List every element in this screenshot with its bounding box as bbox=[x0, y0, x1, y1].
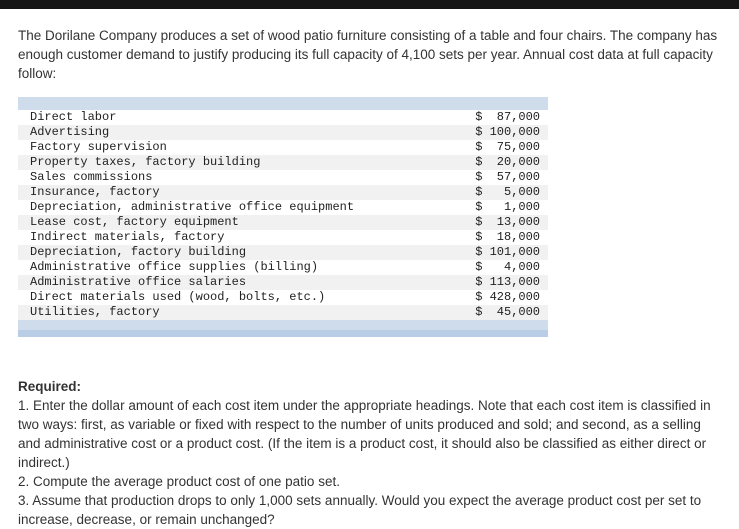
cost-item-amount: $ 113,000 bbox=[475, 275, 540, 289]
cost-item-amount: $ 100,000 bbox=[475, 125, 540, 139]
cost-table: Direct labor $ 87,000 Advertising $ 100,… bbox=[18, 97, 548, 337]
table-row: Lease cost, factory equipment $ 13,000 bbox=[18, 215, 548, 230]
top-bar bbox=[0, 0, 739, 9]
cost-item-label: Property taxes, factory building bbox=[30, 155, 261, 169]
table-row: Utilities, factory $ 45,000 bbox=[18, 305, 548, 320]
table-row: Direct labor $ 87,000 bbox=[18, 110, 548, 125]
cost-item-label: Depreciation, administrative office equi… bbox=[30, 200, 355, 214]
table-row: Depreciation, administrative office equi… bbox=[18, 200, 548, 215]
table-row: Administrative office supplies (billing)… bbox=[18, 260, 548, 275]
table-header-band bbox=[18, 97, 548, 110]
table-row: Administrative office salaries $ 113,000 bbox=[18, 275, 548, 290]
cost-item-amount: $ 18,000 bbox=[475, 230, 540, 244]
content: The Dorilane Company produces a set of w… bbox=[0, 9, 739, 529]
problem-intro: The Dorilane Company produces a set of w… bbox=[18, 28, 718, 81]
cost-item-label: Administrative office salaries bbox=[30, 275, 247, 289]
cost-item-label: Utilities, factory bbox=[30, 305, 160, 319]
cost-item-label: Direct materials used (wood, bolts, etc.… bbox=[30, 290, 326, 304]
cost-item-label: Depreciation, factory building bbox=[30, 245, 247, 259]
cost-item-amount: $ 4,000 bbox=[475, 260, 540, 274]
cost-item-amount: $ 5,000 bbox=[475, 185, 540, 199]
cost-item-amount: $ 20,000 bbox=[475, 155, 540, 169]
table-row: Direct materials used (wood, bolts, etc.… bbox=[18, 290, 548, 305]
cost-item-amount: $ 45,000 bbox=[475, 305, 540, 319]
cost-item-label: Administrative office supplies (billing) bbox=[30, 260, 319, 274]
cost-item-amount: $ 75,000 bbox=[475, 140, 540, 154]
table-footer-band bbox=[18, 320, 548, 330]
required-item-3: 3. Assume that production drops to only … bbox=[18, 493, 702, 527]
table-row: Sales commissions $ 57,000 bbox=[18, 170, 548, 185]
cost-item-label: Sales commissions bbox=[30, 170, 153, 184]
table-scrollbar[interactable] bbox=[18, 330, 548, 337]
cost-item-amount: $ 1,000 bbox=[475, 200, 540, 214]
cost-item-label: Lease cost, factory equipment bbox=[30, 215, 239, 229]
cost-item-amount: $ 13,000 bbox=[475, 215, 540, 229]
table-row: Insurance, factory $ 5,000 bbox=[18, 185, 548, 200]
cost-item-amount: $ 57,000 bbox=[475, 170, 540, 184]
cost-item-amount: $ 101,000 bbox=[475, 245, 540, 259]
required-item-2: 2. Compute the average product cost of o… bbox=[18, 474, 340, 489]
cost-item-label: Factory supervision bbox=[30, 140, 167, 154]
cost-item-label: Advertising bbox=[30, 125, 110, 139]
table-row: Depreciation, factory building $ 101,000 bbox=[18, 245, 548, 260]
table-row: Advertising $ 100,000 bbox=[18, 125, 548, 140]
table-row: Property taxes, factory building $ 20,00… bbox=[18, 155, 548, 170]
required-item-1: 1. Enter the dollar amount of each cost … bbox=[18, 398, 711, 470]
table-row: Indirect materials, factory $ 18,000 bbox=[18, 230, 548, 245]
cost-table-rows: Direct labor $ 87,000 Advertising $ 100,… bbox=[18, 110, 548, 320]
required-section: Required: 1. Enter the dollar amount of … bbox=[18, 377, 719, 529]
cost-item-amount: $ 87,000 bbox=[475, 110, 540, 124]
cost-item-amount: $ 428,000 bbox=[475, 290, 540, 304]
cost-item-label: Direct labor bbox=[30, 110, 117, 124]
table-row: Factory supervision $ 75,000 bbox=[18, 140, 548, 155]
cost-item-label: Insurance, factory bbox=[30, 185, 160, 199]
required-heading: Required: bbox=[18, 379, 82, 394]
cost-item-label: Indirect materials, factory bbox=[30, 230, 225, 244]
